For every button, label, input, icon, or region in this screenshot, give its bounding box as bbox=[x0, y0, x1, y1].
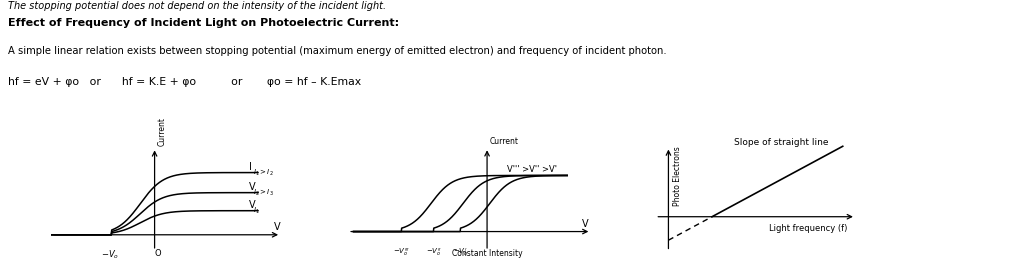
Text: $I_1$: $I_1$ bbox=[253, 206, 260, 216]
Text: I: I bbox=[250, 162, 252, 172]
Text: $I_1>I_2$: $I_1>I_2$ bbox=[253, 167, 274, 178]
Text: $-V_o'''$: $-V_o'''$ bbox=[393, 247, 411, 258]
Text: V: V bbox=[274, 222, 281, 232]
Text: The stopping potential does not depend on the intensity of the incident light.: The stopping potential does not depend o… bbox=[8, 1, 386, 11]
Text: $-V_o$: $-V_o$ bbox=[101, 249, 120, 258]
Text: V: V bbox=[250, 182, 256, 192]
Text: Light frequency (f): Light frequency (f) bbox=[769, 224, 847, 233]
Text: Photo Electrons: Photo Electrons bbox=[673, 147, 682, 206]
Text: $-V_o'$: $-V_o'$ bbox=[453, 247, 468, 258]
Text: Slope of straight line: Slope of straight line bbox=[734, 138, 829, 147]
Text: $I_2>I_3$: $I_2>I_3$ bbox=[253, 188, 274, 198]
Text: Current: Current bbox=[158, 117, 167, 147]
Text: O: O bbox=[155, 249, 161, 258]
Text: V: V bbox=[582, 219, 589, 229]
Text: A simple linear relation exists between stopping potential (maximum energy of em: A simple linear relation exists between … bbox=[8, 46, 667, 57]
Text: hf = eV + φo   or      hf = K.E + φo          or       φo = hf – K.Emax: hf = eV + φo or hf = K.E + φo or φo = hf… bbox=[8, 77, 361, 87]
Text: $-V_o''$: $-V_o''$ bbox=[426, 247, 441, 258]
Text: Constant Intensity: Constant Intensity bbox=[452, 249, 522, 258]
Text: Current: Current bbox=[489, 138, 519, 147]
Text: V''' >V'' >V': V''' >V'' >V' bbox=[507, 165, 556, 174]
Text: Effect of Frequency of Incident Light on Photoelectric Current:: Effect of Frequency of Incident Light on… bbox=[8, 18, 399, 28]
Text: V: V bbox=[250, 200, 256, 210]
